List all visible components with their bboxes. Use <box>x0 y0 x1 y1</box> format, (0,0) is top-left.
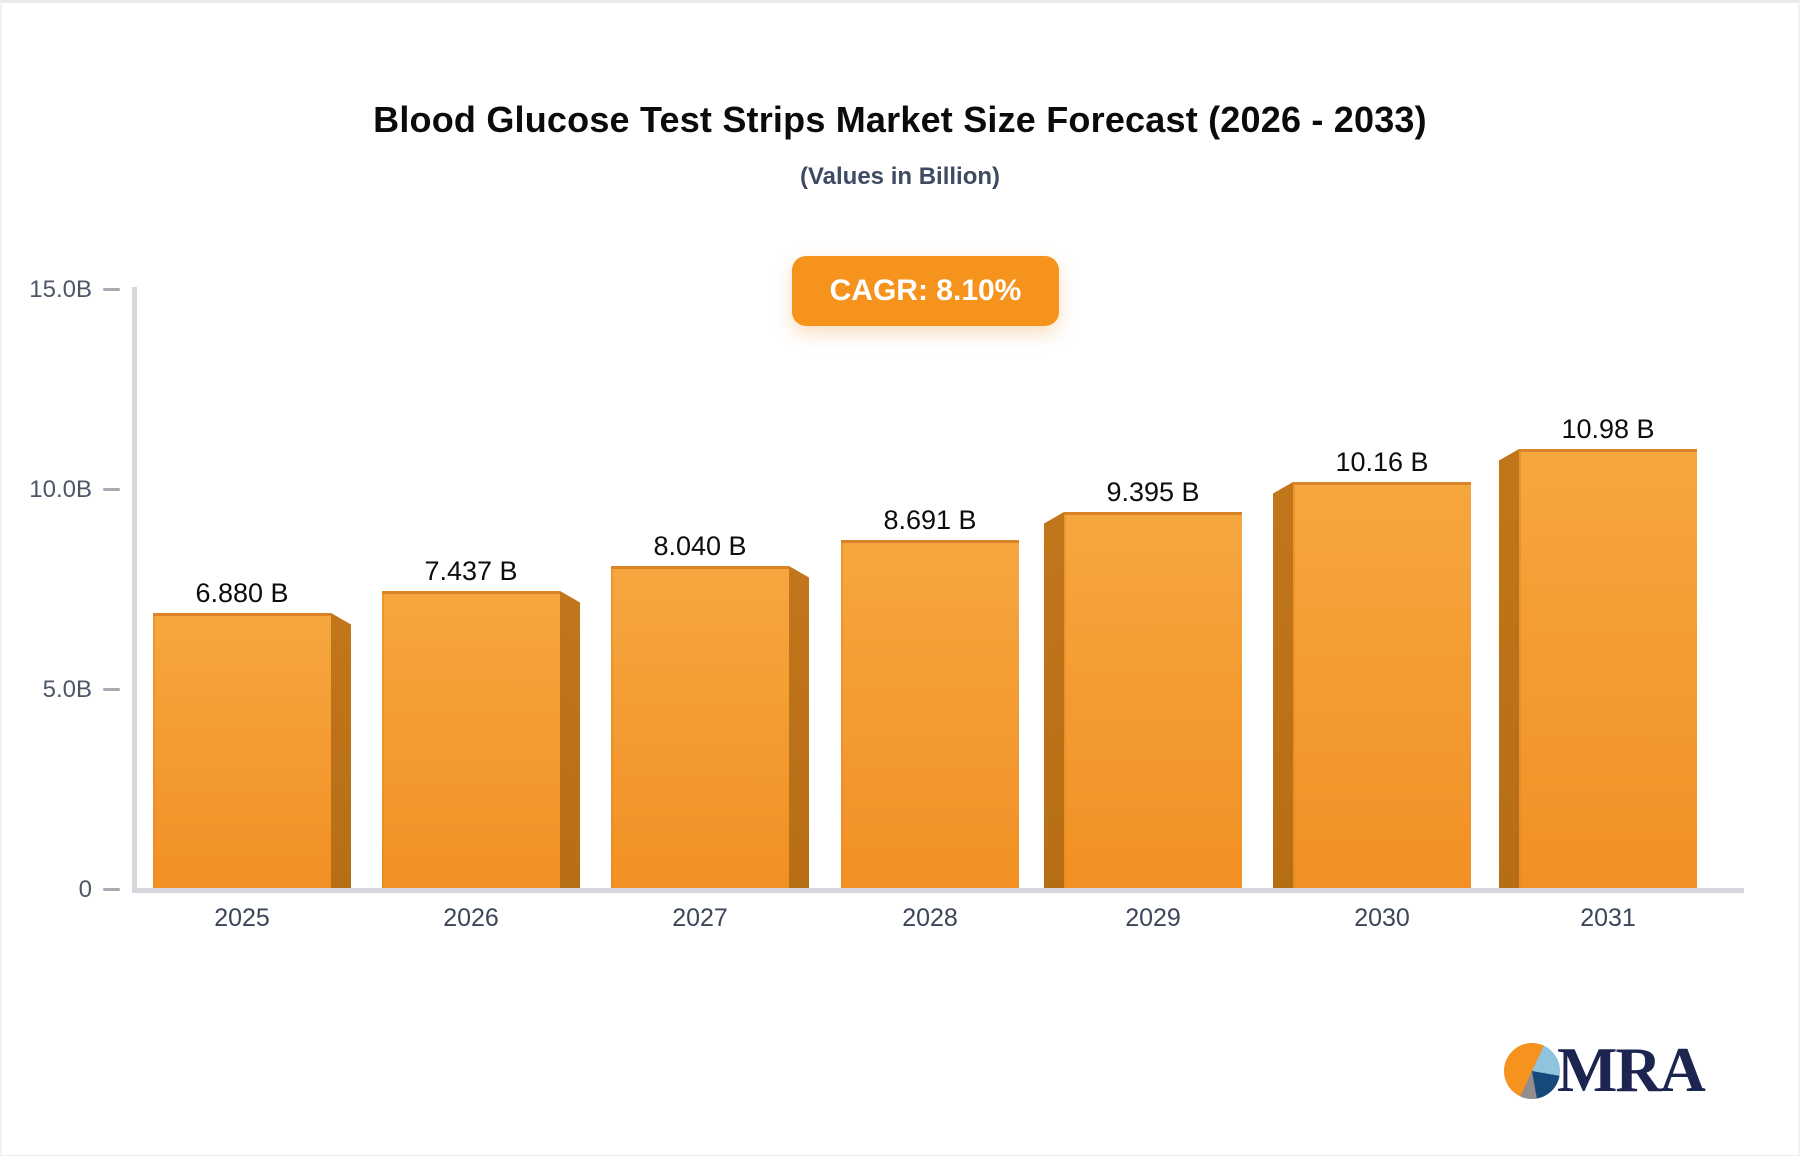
chart-title: Blood Glucose Test Strips Market Size Fo… <box>373 99 1427 140</box>
x-tick-label: 2030 <box>1354 904 1410 932</box>
y-tick-dash <box>103 488 120 491</box>
bar-front-face <box>1293 482 1471 888</box>
y-tick-dash <box>103 688 120 691</box>
bar-side-face <box>560 591 580 888</box>
bar-front-face <box>841 540 1019 888</box>
x-tick-label: 2025 <box>214 904 270 932</box>
y-tick-label: 0 <box>78 875 92 903</box>
bar-side-shade <box>331 613 351 888</box>
y-tick-dash <box>103 888 120 891</box>
bar-side-face <box>789 566 809 888</box>
chart-subtitle: (Values in Billion) <box>799 163 1001 190</box>
x-axis-line <box>132 888 1744 893</box>
bar-2029: 9.395 B <box>1044 477 1242 888</box>
bar-front-face <box>611 566 789 888</box>
bar-value-label: 10.98 B <box>1561 414 1655 444</box>
x-tick-label: 2029 <box>1125 904 1181 932</box>
bar-side-shade <box>1273 482 1293 888</box>
x-tick-label: 2031 <box>1580 904 1636 932</box>
x-tick-label: 2028 <box>902 904 958 932</box>
bar-2025: 6.880 B <box>153 578 351 888</box>
bar-value-label: 8.691 B <box>883 505 977 535</box>
mra-logo: MRA <box>1504 1034 1706 1105</box>
bar-side-shade <box>1499 449 1519 888</box>
y-tick-label: 10.0B <box>29 475 92 503</box>
y-tick-dash <box>103 288 120 291</box>
bar-2026: 7.437 B <box>382 556 580 888</box>
bar-2031: 10.98 B <box>1499 414 1697 888</box>
y-tick-label: 15.0B <box>29 275 92 303</box>
cagr-badge: CAGR: 8.10% <box>792 256 1059 326</box>
x-tick-label: 2027 <box>672 904 728 932</box>
bar-value-label: 10.16 B <box>1335 447 1429 477</box>
bar-2027: 8.040 B <box>611 531 809 888</box>
bar-front-face <box>153 613 331 888</box>
bar-side-face <box>1499 449 1519 888</box>
y-tick-label: 5.0B <box>42 675 92 703</box>
bar-value-label: 7.437 B <box>424 556 518 586</box>
bar-side-shade <box>789 566 809 888</box>
bar-value-label: 8.040 B <box>653 531 747 561</box>
bar-side-shade <box>1044 512 1064 888</box>
bar-side-shade <box>560 591 580 888</box>
cagr-badge-label: CAGR: 8.10% <box>829 274 1022 307</box>
bar-side-face <box>1273 482 1293 888</box>
y-axis-line <box>132 287 137 893</box>
x-tick-label: 2026 <box>443 904 499 932</box>
bar-front-face <box>1519 449 1697 888</box>
bar-side-face <box>331 613 351 888</box>
logo-text: MRA <box>1557 1034 1706 1105</box>
bar-front-face <box>382 591 560 888</box>
bar-value-label: 9.395 B <box>1106 477 1200 507</box>
bar-side-face <box>1044 512 1064 888</box>
pie-chart-logo-icon <box>1504 1043 1560 1099</box>
bar-2028: 8.691 B <box>841 505 1019 888</box>
bar-2030: 10.16 B <box>1273 447 1471 888</box>
bar-value-label: 6.880 B <box>195 578 289 608</box>
bar-front-face <box>1064 512 1242 888</box>
